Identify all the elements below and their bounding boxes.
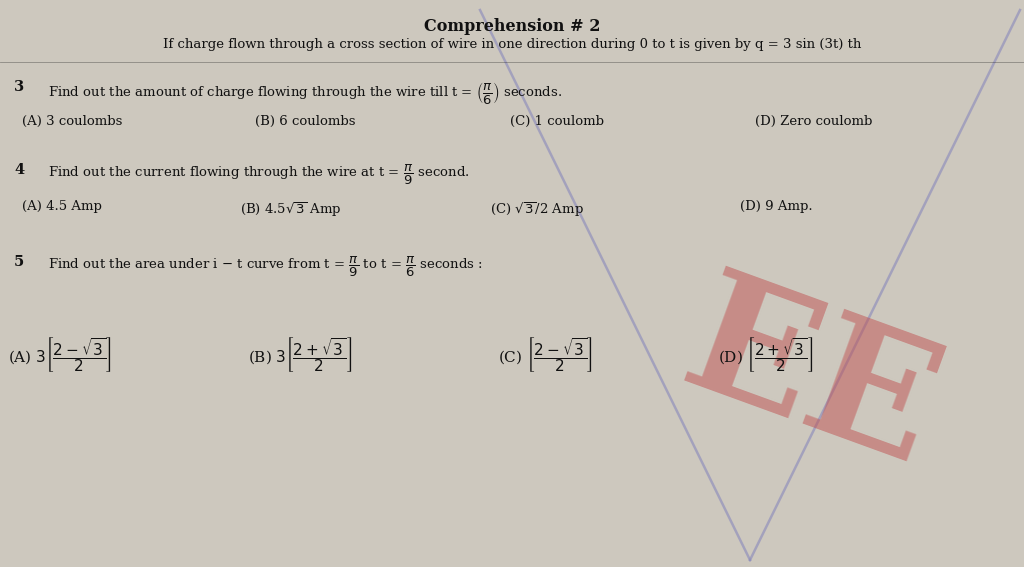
Text: Comprehension # 2: Comprehension # 2 (424, 18, 600, 35)
Text: (B) $3\left[\dfrac{2+\sqrt{3}}{2}\right]$: (B) $3\left[\dfrac{2+\sqrt{3}}{2}\right]… (248, 335, 352, 374)
Text: (B) 4.5$\sqrt{3}$ Amp: (B) 4.5$\sqrt{3}$ Amp (240, 200, 342, 219)
Text: Find out the amount of charge flowing through the wire till t = $\left(\dfrac{\p: Find out the amount of charge flowing th… (48, 80, 562, 106)
Text: (A) 4.5 Amp: (A) 4.5 Amp (22, 200, 101, 213)
Text: 3: 3 (14, 80, 25, 94)
Text: (D) Zero coulomb: (D) Zero coulomb (755, 115, 872, 128)
Text: Find out the area under i $-$ t curve from t = $\dfrac{\pi}{9}$ to t = $\dfrac{\: Find out the area under i $-$ t curve fr… (48, 255, 483, 279)
Text: 4: 4 (14, 163, 25, 177)
Text: Find out the current flowing through the wire at t = $\dfrac{\pi}{9}$ second.: Find out the current flowing through the… (48, 163, 470, 187)
Text: EE: EE (663, 260, 957, 500)
Text: (A) 3 coulombs: (A) 3 coulombs (22, 115, 123, 128)
Text: 5: 5 (14, 255, 25, 269)
Text: (D) 9 Amp.: (D) 9 Amp. (740, 200, 813, 213)
Text: (D) $\left[\dfrac{2+\sqrt{3}}{2}\right]$: (D) $\left[\dfrac{2+\sqrt{3}}{2}\right]$ (718, 335, 814, 374)
Text: If charge flown through a cross section of wire in one direction during 0 to t i: If charge flown through a cross section … (163, 38, 861, 51)
Text: (B) 6 coulombs: (B) 6 coulombs (255, 115, 355, 128)
Text: (A) $3\left[\dfrac{2-\sqrt{3}}{2}\right]$: (A) $3\left[\dfrac{2-\sqrt{3}}{2}\right]… (8, 335, 112, 374)
Text: (C) 1 coulomb: (C) 1 coulomb (510, 115, 604, 128)
Text: (C) $\left[\dfrac{2-\sqrt{3}}{2}\right]$: (C) $\left[\dfrac{2-\sqrt{3}}{2}\right]$ (498, 335, 593, 374)
Text: (C) $\sqrt{3}$/2 Amp: (C) $\sqrt{3}$/2 Amp (490, 200, 584, 219)
